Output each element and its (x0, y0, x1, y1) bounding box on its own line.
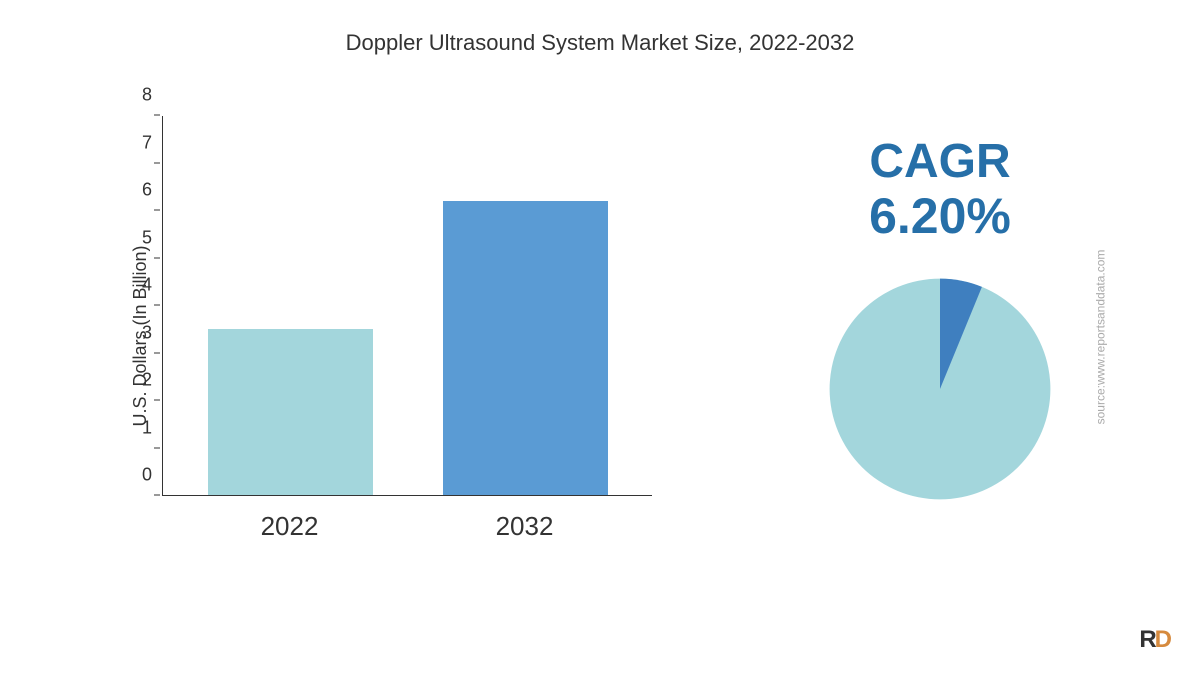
y-tick-mark (154, 400, 160, 401)
bar-2022 (208, 329, 373, 495)
logo-r: R (1139, 626, 1154, 653)
y-tick-mark (154, 447, 160, 448)
cagr-panel: CAGR 6.20% (700, 96, 1140, 576)
bar-chart: U.S. Dollars (In Billion) 0 1 2 3 4 5 6 … (100, 96, 700, 576)
plot-area (162, 116, 652, 496)
y-tick-label: 2 (142, 370, 152, 391)
y-tick-mark (154, 305, 160, 306)
y-tick-mark (154, 115, 160, 116)
y-tick-label: 5 (142, 227, 152, 248)
y-tick-mark (154, 210, 160, 211)
y-tick-label: 6 (142, 180, 152, 201)
cagr-label: CAGR (869, 136, 1010, 189)
content-area: U.S. Dollars (In Billion) 0 1 2 3 4 5 6 … (0, 56, 1200, 596)
cagr-value: 6.20% (869, 189, 1011, 244)
source-attribution: source:www.reportsanddata.com (1094, 250, 1108, 425)
x-axis-label: 2032 (442, 511, 607, 542)
pie-chart (825, 274, 1055, 504)
y-tick-mark (154, 257, 160, 258)
logo-d: D (1155, 626, 1170, 653)
brand-logo: RD (1139, 626, 1170, 654)
y-tick-mark (154, 352, 160, 353)
y-tick-label: 1 (142, 417, 152, 438)
y-tick-label: 4 (142, 275, 152, 296)
x-axis-label: 2022 (207, 511, 372, 542)
y-tick-label: 0 (142, 465, 152, 486)
y-tick-label: 3 (142, 322, 152, 343)
y-axis-ticks: 0 1 2 3 4 5 6 7 8 (130, 116, 160, 496)
y-tick-label: 7 (142, 132, 152, 153)
y-tick-label: 8 (142, 85, 152, 106)
y-tick-mark (154, 495, 160, 496)
y-tick-mark (154, 162, 160, 163)
bar-2032 (443, 201, 608, 495)
chart-title: Doppler Ultrasound System Market Size, 2… (0, 0, 1200, 56)
